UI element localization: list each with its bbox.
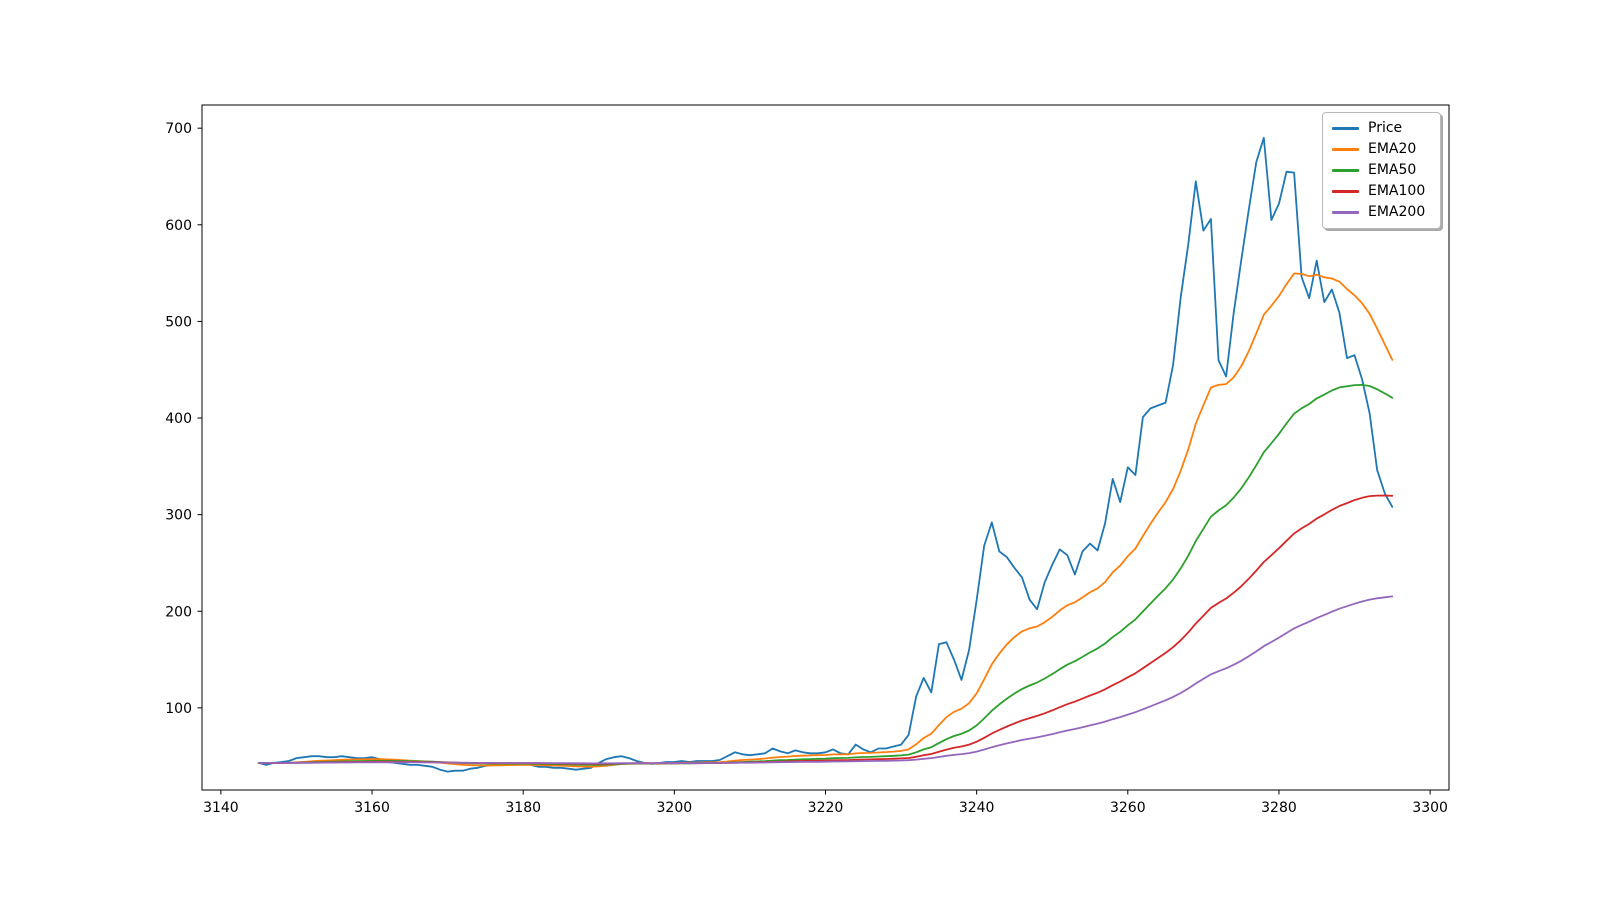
- ema50-line: [257, 384, 1394, 766]
- x-axis-ticks: 3140 3160 3180 3200 3220 3240 3260 3280 3300: [203, 790, 1448, 816]
- legend-line-swatch-ema200: [1332, 210, 1359, 214]
- y-tick-label: 300: [165, 508, 192, 524]
- y-tick-label: 600: [165, 218, 192, 234]
- x-tick-label: 3140: [203, 800, 239, 816]
- legend-line-swatch-ema100: [1332, 189, 1359, 193]
- legend-line-swatch-ema50: [1332, 168, 1359, 172]
- legend-item-ema200: EMA200: [1332, 204, 1431, 221]
- legend-item-ema100: EMA100: [1332, 183, 1431, 200]
- y-tick-label: 400: [165, 411, 192, 427]
- y-tick-label: 500: [165, 314, 192, 330]
- ema100-line: [257, 494, 1394, 765]
- ema200-line: [257, 595, 1394, 765]
- x-tick-label: 3160: [354, 800, 390, 816]
- ema20-line: [257, 272, 1394, 768]
- legend: Price EMA20 EMA50 EMA100 EMA200: [1322, 112, 1441, 229]
- legend-item-ema20: EMA20: [1332, 141, 1431, 158]
- x-tick-label: 3280: [1261, 800, 1297, 816]
- legend-label-ema20: EMA20: [1368, 141, 1417, 157]
- plot-area-border: [201, 104, 1450, 791]
- legend-line-swatch-price: [1332, 126, 1359, 130]
- price-line: [257, 136, 1394, 773]
- x-tick-label: 3260: [1110, 800, 1146, 816]
- x-tick-label: 3300: [1412, 800, 1448, 816]
- x-tick-label: 3240: [959, 800, 995, 816]
- y-tick-label: 200: [165, 604, 192, 620]
- legend-item-price: Price: [1332, 120, 1431, 137]
- y-axis-ticks: 100 200 300 400 500 600 700: [165, 121, 202, 717]
- legend-label-ema50: EMA50: [1368, 162, 1417, 178]
- legend-label-ema100: EMA100: [1368, 183, 1426, 199]
- y-tick-label: 700: [165, 121, 192, 137]
- legend-line-swatch-ema20: [1332, 147, 1359, 151]
- y-tick-label: 100: [165, 701, 192, 717]
- legend-item-ema50: EMA50: [1332, 162, 1431, 179]
- legend-label-price: Price: [1368, 120, 1403, 136]
- x-tick-label: 3180: [505, 800, 541, 816]
- x-tick-label: 3200: [657, 800, 693, 816]
- legend-label-ema200: EMA200: [1368, 204, 1426, 220]
- x-tick-label: 3220: [808, 800, 844, 816]
